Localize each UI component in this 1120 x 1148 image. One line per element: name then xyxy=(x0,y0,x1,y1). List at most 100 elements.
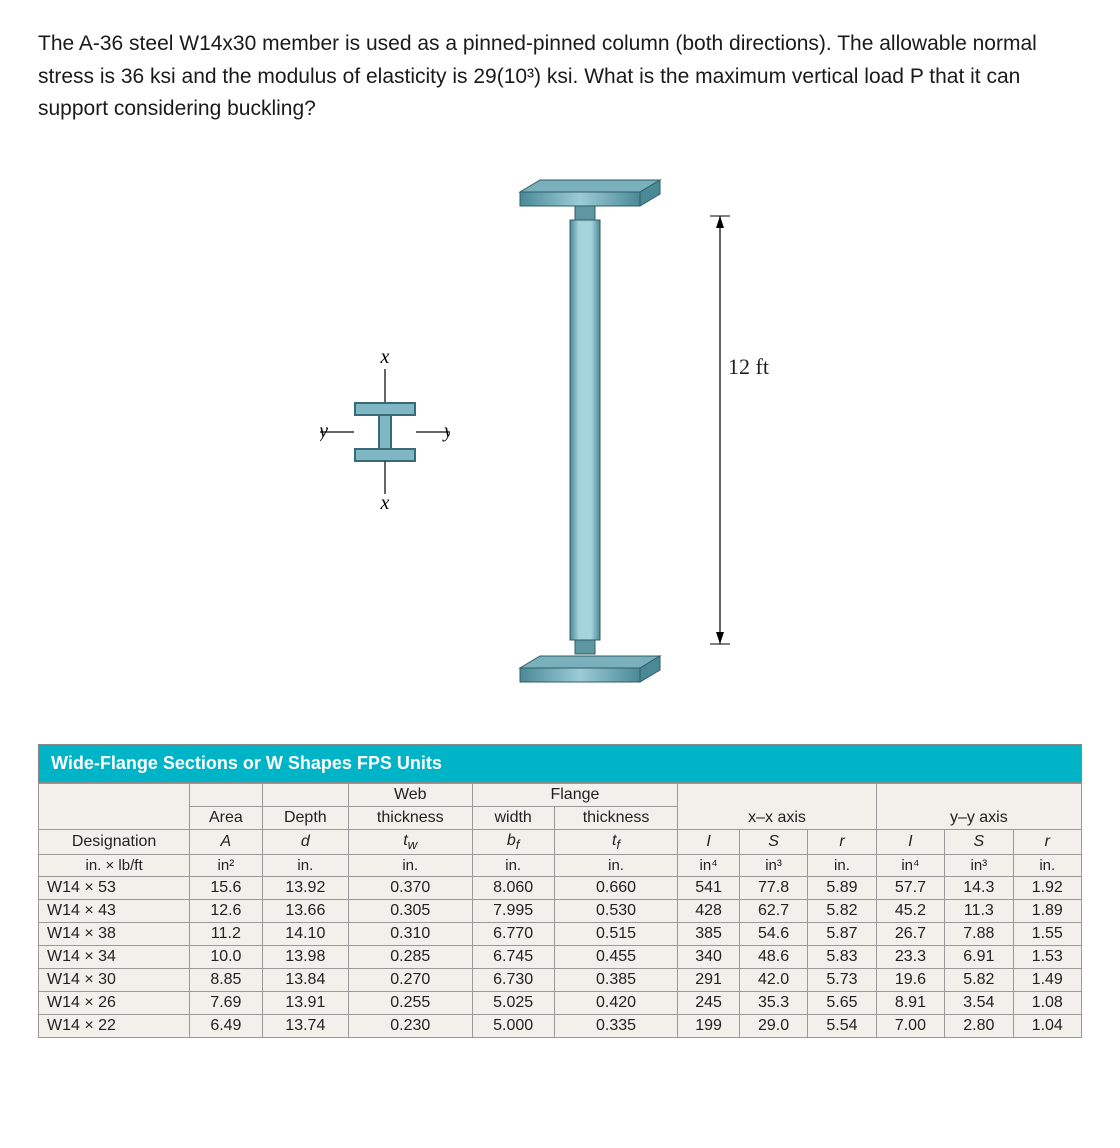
unit-area: in² xyxy=(190,854,263,876)
table-cell: 13.91 xyxy=(262,991,348,1014)
depth-header: Depth xyxy=(262,806,348,829)
table-cell: 1.49 xyxy=(1013,968,1081,991)
table-cell: 0.270 xyxy=(349,968,473,991)
tw-symbol: tw xyxy=(349,829,473,854)
table-cell: 42.0 xyxy=(739,968,807,991)
table-title: Wide-Flange Sections or W Shapes FPS Uni… xyxy=(38,744,1082,783)
table-cell: 6.730 xyxy=(472,968,554,991)
table-cell: 0.335 xyxy=(554,1014,678,1037)
table-cell: W14 × 22 xyxy=(39,1014,190,1037)
unit-tw: in. xyxy=(349,854,473,876)
table-cell: 35.3 xyxy=(739,991,807,1014)
cross-section-diagram: x x y xyxy=(320,349,450,509)
table-cell: 7.88 xyxy=(945,922,1013,945)
yy-axis-header: y–y axis xyxy=(950,809,1008,826)
axis-x-bottom-label: x xyxy=(380,492,390,509)
table-cell: 1.04 xyxy=(1013,1014,1081,1037)
table-cell: 7.69 xyxy=(190,991,263,1014)
column-shaft xyxy=(570,220,600,640)
table-cell: 5.54 xyxy=(808,1014,876,1037)
table-cell: 6.49 xyxy=(190,1014,263,1037)
table-cell: 5.89 xyxy=(808,876,876,899)
unit-tf: in. xyxy=(554,854,678,876)
table-cell: 1.55 xyxy=(1013,922,1081,945)
table-cell: W14 × 26 xyxy=(39,991,190,1014)
table-cell: 0.455 xyxy=(554,945,678,968)
table-cell: 13.66 xyxy=(262,899,348,922)
table-cell: 57.7 xyxy=(876,876,944,899)
table-cell: 7.995 xyxy=(472,899,554,922)
table-cell: 13.84 xyxy=(262,968,348,991)
area-symbol: A xyxy=(190,829,263,854)
tf-symbol: tf xyxy=(554,829,678,854)
table-cell: 5.83 xyxy=(808,945,876,968)
xx-axis-header: x–x axis xyxy=(748,809,806,826)
table-cell: 11.2 xyxy=(190,922,263,945)
table-cell: 8.060 xyxy=(472,876,554,899)
table-cell: 5.000 xyxy=(472,1014,554,1037)
table-cell: 8.85 xyxy=(190,968,263,991)
axis-x-top-label: x xyxy=(380,349,390,368)
problem-statement: The A-36 steel W14x30 member is used as … xyxy=(38,28,1082,126)
unit-designation: in. × lb/ft xyxy=(39,854,190,876)
table-cell: 14.3 xyxy=(945,876,1013,899)
height-label: 12 ft xyxy=(728,354,769,380)
table-cell: 5.82 xyxy=(945,968,1013,991)
table-cell: 45.2 xyxy=(876,899,944,922)
table-row: W14 × 3410.013.980.2856.7450.45534048.65… xyxy=(39,945,1082,968)
table-cell: 10.0 xyxy=(190,945,263,968)
table-cell: 26.7 xyxy=(876,922,944,945)
table-cell: W14 × 30 xyxy=(39,968,190,991)
table-cell: 48.6 xyxy=(739,945,807,968)
table-cell: 0.305 xyxy=(349,899,473,922)
figure-container: x x y xyxy=(38,174,1082,684)
table-cell: 0.515 xyxy=(554,922,678,945)
depth-symbol: d xyxy=(262,829,348,854)
table-cell: 6.91 xyxy=(945,945,1013,968)
Ixx-symbol: I xyxy=(678,829,740,854)
column-diagram xyxy=(480,174,680,684)
table-cell: W14 × 53 xyxy=(39,876,190,899)
unit-rxx: in. xyxy=(808,854,876,876)
table-row: W14 × 3811.214.100.3106.7700.51538554.65… xyxy=(39,922,1082,945)
table-cell: 5.87 xyxy=(808,922,876,945)
designation-header: Designation xyxy=(39,829,190,854)
table-cell: 14.10 xyxy=(262,922,348,945)
table-cell: 7.00 xyxy=(876,1014,944,1037)
table-cell: 13.92 xyxy=(262,876,348,899)
table-cell: 29.0 xyxy=(739,1014,807,1037)
unit-Ixx: in⁴ xyxy=(678,854,740,876)
table-cell: 12.6 xyxy=(190,899,263,922)
table-cell: 8.91 xyxy=(876,991,944,1014)
table-cell: 6.770 xyxy=(472,922,554,945)
area-header: Area xyxy=(190,806,263,829)
table-cell: 0.385 xyxy=(554,968,678,991)
unit-Syy: in³ xyxy=(945,854,1013,876)
table-cell: 385 xyxy=(678,922,740,945)
Sxx-symbol: S xyxy=(739,829,807,854)
table-cell: 6.745 xyxy=(472,945,554,968)
table-row: W14 × 4312.613.660.3057.9950.53042862.75… xyxy=(39,899,1082,922)
unit-ryy: in. xyxy=(1013,854,1081,876)
table-cell: W14 × 43 xyxy=(39,899,190,922)
table-cell: 15.6 xyxy=(190,876,263,899)
table-cell: 0.310 xyxy=(349,922,473,945)
table-cell: 428 xyxy=(678,899,740,922)
unit-Iyy: in⁴ xyxy=(876,854,944,876)
table-cell: 0.530 xyxy=(554,899,678,922)
rxx-symbol: r xyxy=(808,829,876,854)
table-cell: 11.3 xyxy=(945,899,1013,922)
table-cell: 77.8 xyxy=(739,876,807,899)
table-cell: 54.6 xyxy=(739,922,807,945)
table-row: W14 × 267.6913.910.2555.0250.42024535.35… xyxy=(39,991,1082,1014)
table-cell: W14 × 38 xyxy=(39,922,190,945)
table-cell: 0.370 xyxy=(349,876,473,899)
top-cap xyxy=(520,180,660,206)
flange-header: Flange xyxy=(472,783,678,806)
unit-Sxx: in³ xyxy=(739,854,807,876)
table-cell: 199 xyxy=(678,1014,740,1037)
axis-y-left-label: y xyxy=(320,420,328,442)
table-cell: 1.89 xyxy=(1013,899,1081,922)
table-cell: 245 xyxy=(678,991,740,1014)
axis-y-right-label: y xyxy=(442,420,450,442)
